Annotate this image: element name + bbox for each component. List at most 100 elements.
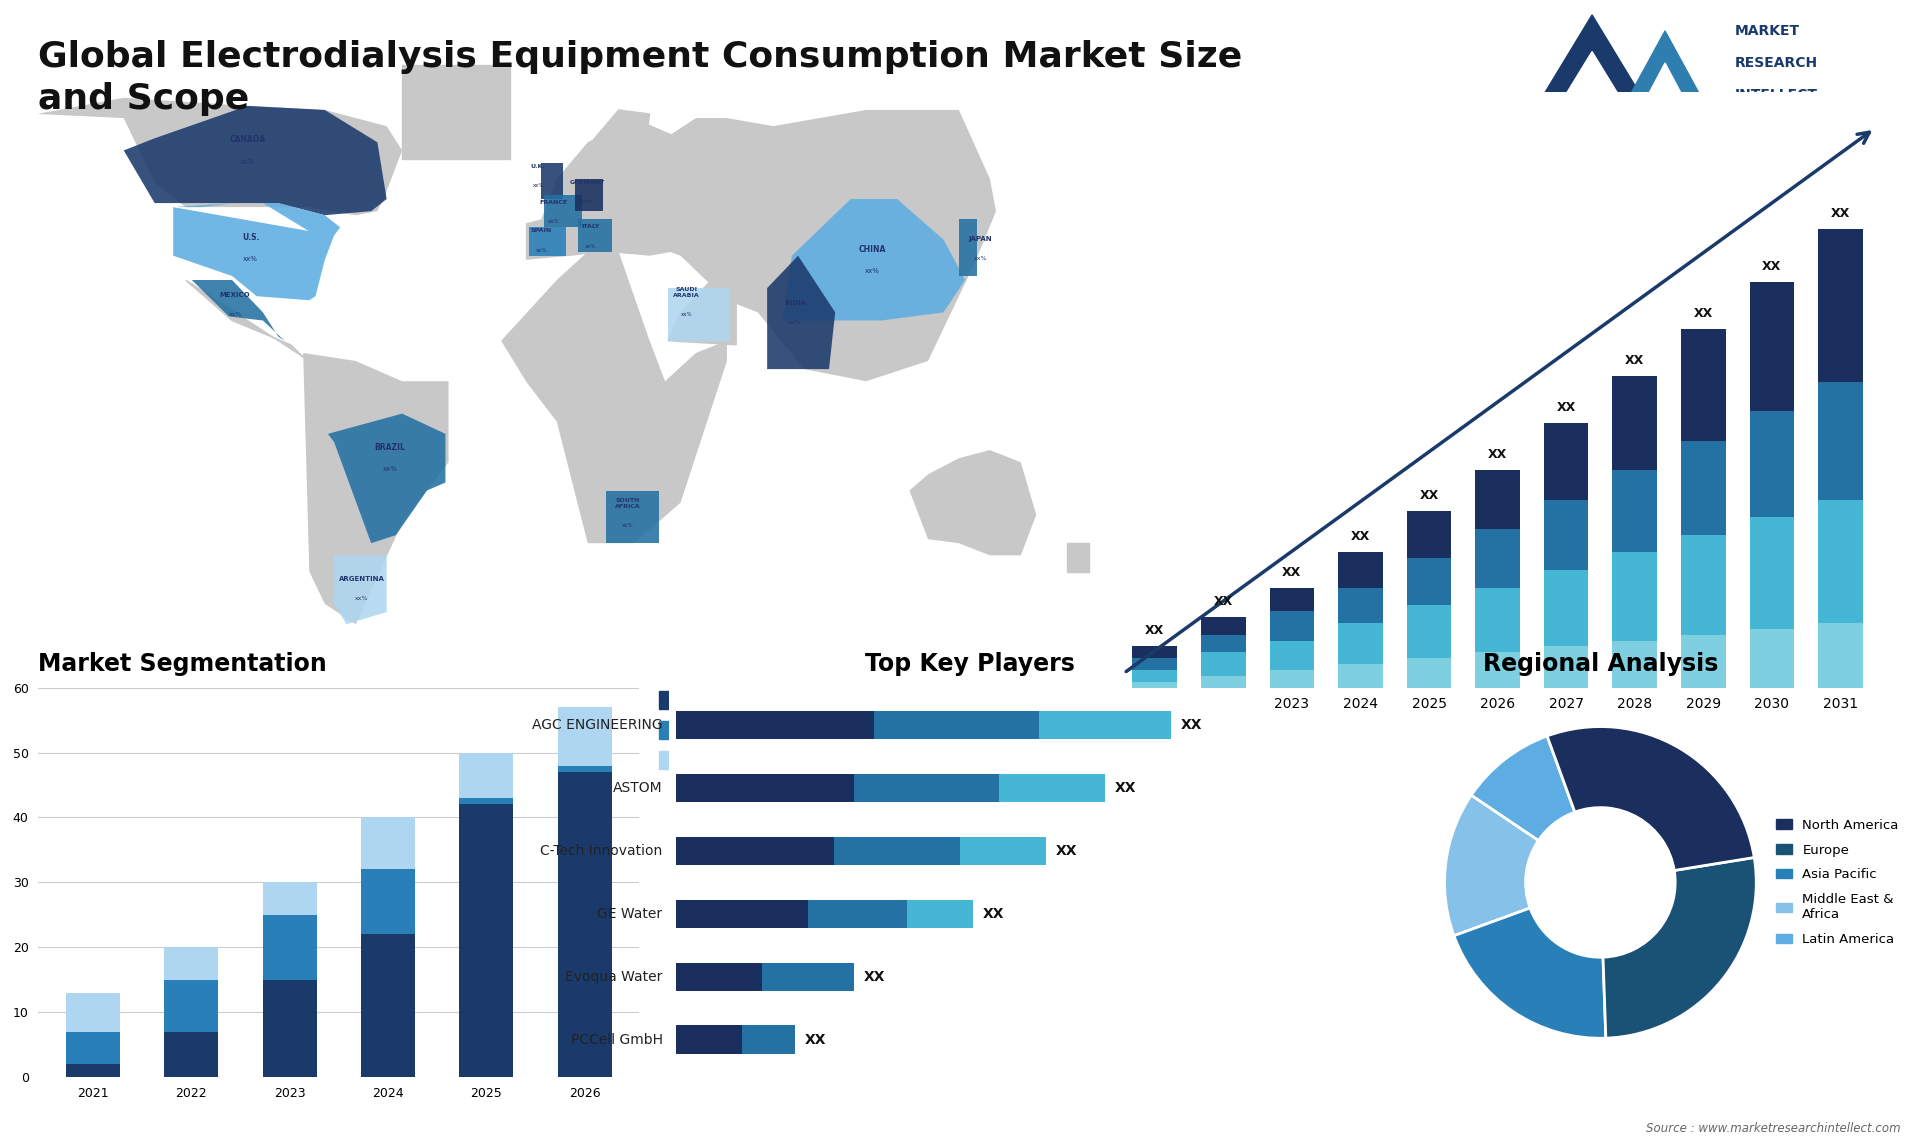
Text: Source : www.marketresearchintellect.com: Source : www.marketresearchintellect.com	[1645, 1122, 1901, 1135]
Bar	[835, 837, 960, 865]
Text: U.S.: U.S.	[242, 233, 259, 242]
Bar	[65, 1031, 119, 1065]
Polygon shape	[36, 97, 401, 215]
Bar	[676, 1026, 741, 1053]
Text: xx%: xx%	[240, 158, 255, 165]
Bar	[263, 882, 317, 915]
Bar	[163, 1031, 219, 1077]
Bar	[459, 798, 513, 804]
Bar	[906, 900, 973, 928]
Wedge shape	[1603, 857, 1757, 1038]
Bar	[1749, 517, 1793, 629]
Polygon shape	[768, 256, 835, 369]
Wedge shape	[1453, 908, 1605, 1038]
Legend: North America, Europe, Asia Pacific, Middle East &
Africa, Latin America: North America, Europe, Asia Pacific, Mid…	[1770, 814, 1905, 951]
Text: xx%: xx%	[789, 321, 803, 325]
Text: XX: XX	[1832, 207, 1851, 220]
Bar	[263, 980, 317, 1077]
Bar	[1682, 535, 1726, 635]
Bar	[741, 1026, 795, 1053]
Bar	[163, 980, 219, 1031]
Text: xx%: xx%	[536, 248, 547, 252]
Legend: Application, Product, Geography: Application, Product, Geography	[659, 691, 772, 769]
Polygon shape	[1534, 15, 1651, 111]
Bar	[960, 837, 1046, 865]
Polygon shape	[501, 252, 728, 543]
Bar	[676, 774, 854, 802]
Text: xx%: xx%	[973, 256, 987, 260]
Polygon shape	[578, 219, 612, 252]
Text: XX: XX	[1144, 625, 1164, 637]
Bar	[1475, 652, 1521, 688]
Text: XX: XX	[1116, 782, 1137, 795]
Text: xx%: xx%	[864, 268, 879, 274]
Text: PCCell GmbH: PCCell GmbH	[570, 1033, 662, 1046]
Bar	[1682, 329, 1726, 441]
Text: XX: XX	[1352, 531, 1371, 543]
Wedge shape	[1548, 727, 1755, 871]
Text: xx%: xx%	[382, 466, 397, 472]
Text: Evoqua Water: Evoqua Water	[564, 970, 662, 983]
Polygon shape	[526, 118, 712, 260]
Text: XX: XX	[1056, 843, 1077, 858]
Text: GERMANY: GERMANY	[570, 180, 605, 185]
Text: xx%: xx%	[532, 183, 543, 188]
Text: SPAIN: SPAIN	[530, 228, 551, 234]
Bar	[676, 712, 874, 739]
Bar	[1338, 588, 1382, 623]
Polygon shape	[541, 163, 563, 199]
Text: Global Electrodialysis Equipment Consumption Market Size
and Scope: Global Electrodialysis Equipment Consump…	[38, 40, 1242, 116]
Bar	[163, 948, 219, 980]
Bar	[263, 915, 317, 980]
Bar	[1818, 500, 1862, 623]
Polygon shape	[173, 203, 340, 300]
Bar	[1133, 670, 1177, 682]
Text: xx%: xx%	[228, 313, 242, 317]
Bar	[762, 963, 854, 991]
Bar	[1544, 423, 1588, 500]
Text: XX: XX	[1624, 354, 1644, 367]
Polygon shape	[1620, 31, 1709, 111]
Text: Market Segmentation: Market Segmentation	[38, 652, 326, 676]
Bar	[854, 774, 998, 802]
Text: XX: XX	[864, 970, 885, 983]
Polygon shape	[576, 179, 603, 211]
Bar	[1818, 229, 1862, 382]
Polygon shape	[328, 414, 445, 543]
Text: XX: XX	[983, 906, 1004, 921]
Text: AGC ENGINEERING: AGC ENGINEERING	[532, 719, 662, 732]
Polygon shape	[668, 288, 730, 340]
Bar	[1544, 646, 1588, 688]
Bar	[676, 837, 835, 865]
Text: XX: XX	[1283, 565, 1302, 579]
Text: ITALY: ITALY	[582, 225, 601, 229]
Text: INDIA: INDIA	[783, 300, 806, 306]
Bar	[1269, 588, 1313, 611]
Bar	[361, 870, 415, 934]
Text: ASTOM: ASTOM	[612, 782, 662, 795]
Bar	[1818, 382, 1862, 500]
Bar	[1613, 470, 1657, 552]
Bar	[65, 992, 119, 1031]
Bar	[1475, 529, 1521, 588]
Bar	[1613, 641, 1657, 688]
Polygon shape	[303, 353, 449, 625]
Polygon shape	[192, 280, 284, 340]
Text: GE Water: GE Water	[597, 906, 662, 921]
Text: XX: XX	[1181, 719, 1202, 732]
Bar	[1544, 570, 1588, 646]
Bar	[1407, 605, 1452, 658]
Bar	[1749, 411, 1793, 517]
Bar	[676, 963, 762, 991]
Text: RESEARCH: RESEARCH	[1734, 56, 1818, 70]
Bar	[1682, 635, 1726, 688]
Bar	[1338, 664, 1382, 688]
Polygon shape	[186, 280, 315, 369]
Polygon shape	[401, 65, 511, 158]
Bar	[1682, 441, 1726, 535]
Text: U.K.: U.K.	[530, 164, 545, 168]
Text: XX: XX	[1557, 401, 1576, 414]
Text: XX: XX	[1488, 448, 1507, 461]
Bar	[1338, 552, 1382, 588]
Bar	[874, 712, 1039, 739]
